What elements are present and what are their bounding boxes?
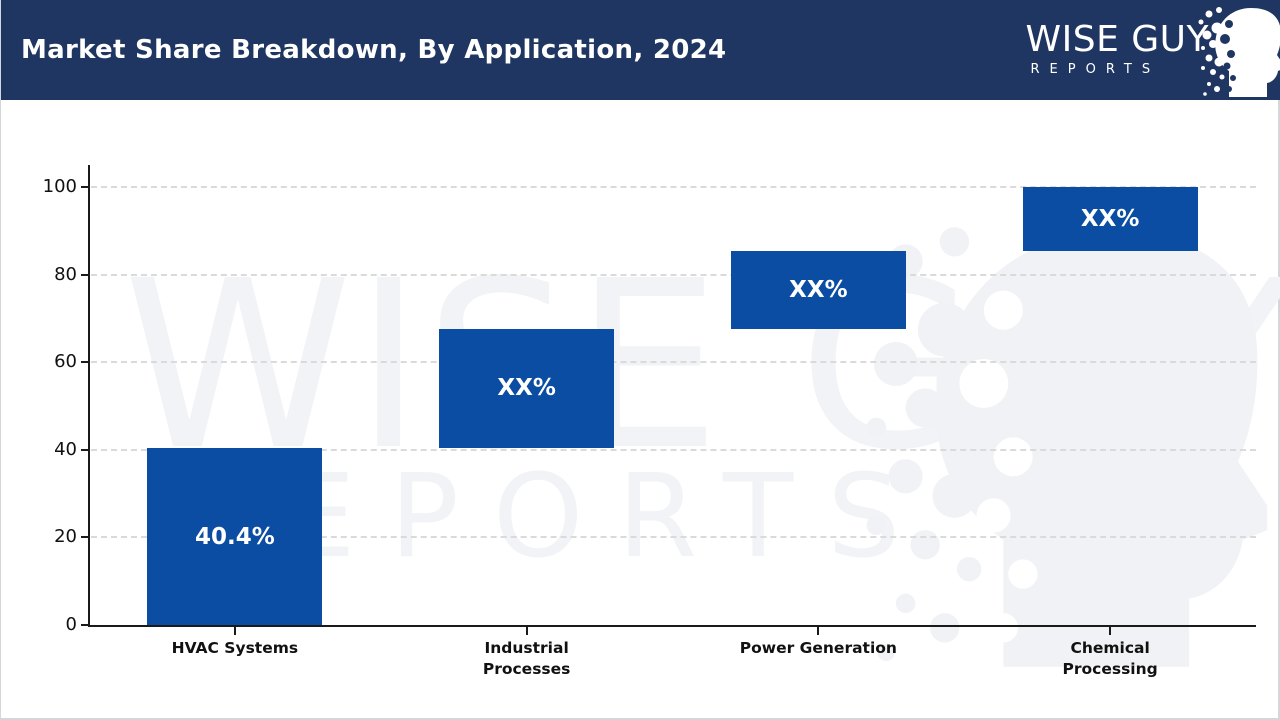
y-tick-mark	[81, 448, 89, 451]
y-axis-line	[88, 165, 90, 627]
x-tick-mark	[1109, 627, 1112, 635]
wiseguy-logo: WISE GUY REPORTS	[1026, 0, 1280, 100]
header-bar: Market Share Breakdown, By Application, …	[1, 0, 1280, 100]
y-tick-label: 0	[65, 614, 77, 635]
y-tick-mark	[81, 186, 89, 188]
bar-power-generation: XX%	[730, 250, 906, 329]
x-category-label-line: Chemical	[1070, 639, 1150, 657]
x-axis-line	[88, 625, 1256, 627]
logo-subtext: REPORTS	[1030, 62, 1161, 77]
x-category-label-chemical-processing: Chemical Processing	[964, 638, 1256, 680]
x-category-label-line: Power Generation	[739, 639, 897, 657]
y-tick-mark	[81, 624, 89, 626]
gridline-40	[91, 448, 1256, 451]
gridline-100	[91, 186, 1256, 188]
y-tick-mark	[81, 361, 89, 364]
chart-area: WISE GUY REPORTS 0 20 40 60 80 100 40.4% HV	[1, 100, 1280, 720]
y-tick-mark	[81, 273, 89, 276]
bar-industrial-processes: XX%	[439, 328, 615, 449]
x-tick-mark	[817, 627, 820, 635]
x-category-label-line: Processes	[482, 660, 571, 678]
plot: 0 20 40 60 80 100 40.4% HVAC Systems XX% Industri…	[1, 100, 1280, 720]
gridline-80	[91, 273, 1256, 276]
x-tick-mark	[233, 627, 236, 635]
bar-value-label-hvac-systems: 40.4%	[194, 523, 275, 550]
y-tick-label: 20	[54, 526, 77, 548]
logo-head-icon	[1198, 7, 1280, 97]
x-category-label-power-generation: Power Generation	[673, 638, 965, 659]
x-category-label-hvac-systems: HVAC Systems	[89, 638, 381, 659]
x-tick-mark	[525, 627, 528, 635]
x-category-label-line: Industrial	[484, 639, 569, 657]
bar-chemical-processing: XX%	[1022, 187, 1198, 251]
bar-hvac-systems: 40.4%	[147, 448, 323, 625]
chart-title: Market Share Breakdown, By Application, …	[21, 35, 727, 65]
y-tick-label: 60	[54, 351, 77, 373]
gridline-20	[91, 536, 1256, 539]
bar-value-label-power-generation: XX%	[789, 276, 848, 303]
y-tick-label: 80	[54, 263, 77, 285]
y-tick-label: 100	[42, 176, 77, 197]
x-category-label-industrial-processes: Industrial Processes	[381, 638, 673, 680]
logo-wordmark: WISE GUY	[1025, 19, 1209, 60]
y-tick-mark	[81, 536, 89, 539]
gridline-60	[91, 361, 1256, 364]
logo-text: WISE GUY REPORTS	[1025, 19, 1210, 78]
y-tick-label: 40	[54, 438, 77, 460]
x-category-label-line: Processing	[1062, 660, 1158, 678]
x-category-label-line: HVAC Systems	[171, 639, 299, 657]
bar-value-label-chemical-processing: XX%	[1080, 205, 1140, 232]
bar-value-label-industrial-processes: XX%	[497, 375, 556, 402]
